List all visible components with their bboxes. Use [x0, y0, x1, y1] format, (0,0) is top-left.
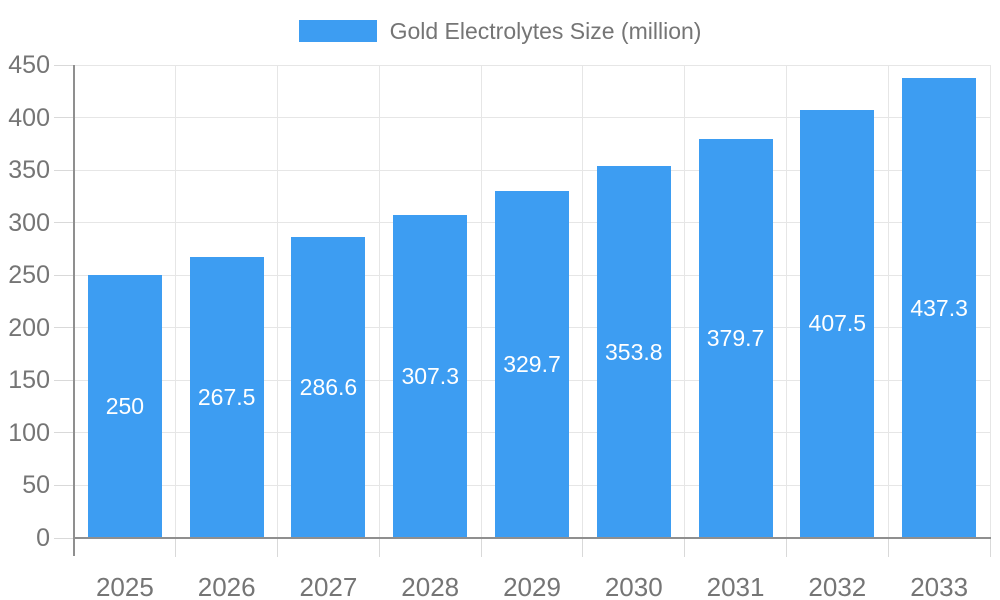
- bar[interactable]: 267.5: [189, 256, 264, 538]
- x-axis-tick: [887, 539, 889, 557]
- v-gridline: [989, 65, 991, 538]
- y-axis-tick: [54, 327, 74, 329]
- y-axis-tick: [54, 432, 74, 434]
- x-axis-label: 2028: [401, 572, 460, 600]
- bar[interactable]: 329.7: [495, 191, 569, 538]
- bar[interactable]: 307.3: [393, 215, 468, 538]
- bar-value-label: 379.7: [706, 324, 765, 351]
- bar-value-label: 307.3: [401, 363, 459, 389]
- v-gridline: [378, 65, 380, 538]
- y-axis-label: 200: [8, 313, 50, 342]
- x-axis-tick: [684, 539, 686, 557]
- h-gridline: [74, 117, 990, 119]
- v-gridline: [277, 65, 279, 538]
- y-axis-label: 350: [8, 156, 50, 185]
- bar-value-label: 329.7: [503, 351, 561, 378]
- v-gridline: [785, 65, 787, 538]
- x-axis-label: 2026: [197, 572, 256, 600]
- h-gridline: [74, 169, 990, 171]
- legend-swatch: [298, 20, 377, 42]
- x-axis-tick: [480, 539, 482, 557]
- y-axis-label: 300: [8, 208, 50, 237]
- v-gridline: [887, 65, 889, 538]
- y-axis-tick: [54, 64, 74, 66]
- bar[interactable]: 407.5: [800, 109, 875, 538]
- bar-value-label: 286.6: [299, 373, 358, 400]
- legend[interactable]: Gold Electrolytes Size (million): [0, 14, 1000, 48]
- v-gridline: [582, 65, 584, 538]
- x-axis-label: 2027: [299, 572, 358, 600]
- x-axis-tick: [582, 539, 584, 557]
- v-gridline: [175, 65, 177, 538]
- y-axis-label: 0: [36, 524, 50, 552]
- y-axis-tick: [54, 117, 74, 119]
- h-gridline: [74, 64, 990, 66]
- x-axis-tick: [378, 539, 380, 557]
- x-axis-label: 2030: [604, 572, 663, 600]
- v-gridline: [684, 65, 686, 538]
- bar[interactable]: 353.8: [596, 166, 671, 538]
- v-gridline: [480, 65, 482, 538]
- y-axis-tick: [54, 537, 74, 539]
- y-axis-tick: [54, 379, 74, 381]
- bar[interactable]: 379.7: [698, 138, 773, 538]
- bar-value-label: 353.8: [604, 338, 663, 365]
- x-axis-label: 2032: [808, 572, 867, 600]
- x-axis-label: 2031: [706, 572, 765, 600]
- y-axis-label: 50: [22, 471, 50, 500]
- bar-value-label: 407.5: [808, 310, 867, 337]
- y-axis-label: 100: [8, 418, 50, 447]
- y-axis-tick: [54, 274, 74, 276]
- bar[interactable]: 286.6: [291, 236, 366, 538]
- bar-value-label: 437.3: [910, 294, 968, 321]
- x-axis-label: 2033: [910, 572, 969, 600]
- x-axis-tick: [989, 539, 991, 557]
- x-axis-line: [73, 537, 991, 539]
- bar[interactable]: 250: [87, 275, 162, 538]
- y-axis-label: 150: [8, 366, 50, 395]
- y-axis-label: 450: [8, 51, 50, 79]
- bar-value-label: 267.5: [197, 383, 256, 410]
- y-axis-tick: [54, 222, 74, 224]
- x-axis-tick: [175, 539, 177, 557]
- y-axis-tick: [54, 169, 74, 171]
- x-axis-tick: [277, 539, 279, 557]
- y-axis-line: [73, 65, 75, 556]
- legend-label: Gold Electrolytes Size (million): [389, 17, 702, 44]
- plot-area: 0 50 100 150 200 250 300 350 400 450 250 2025 267.5 2…: [8, 51, 991, 600]
- x-axis-label: 2029: [503, 572, 561, 600]
- bar[interactable]: 437.3: [902, 78, 977, 538]
- x-axis-tick: [785, 539, 787, 557]
- x-axis-label: 2025: [95, 572, 154, 600]
- y-axis-tick: [54, 484, 74, 486]
- y-axis-label: 250: [8, 261, 50, 290]
- bar-value-label: 250: [105, 393, 145, 420]
- y-axis-label: 400: [8, 103, 50, 132]
